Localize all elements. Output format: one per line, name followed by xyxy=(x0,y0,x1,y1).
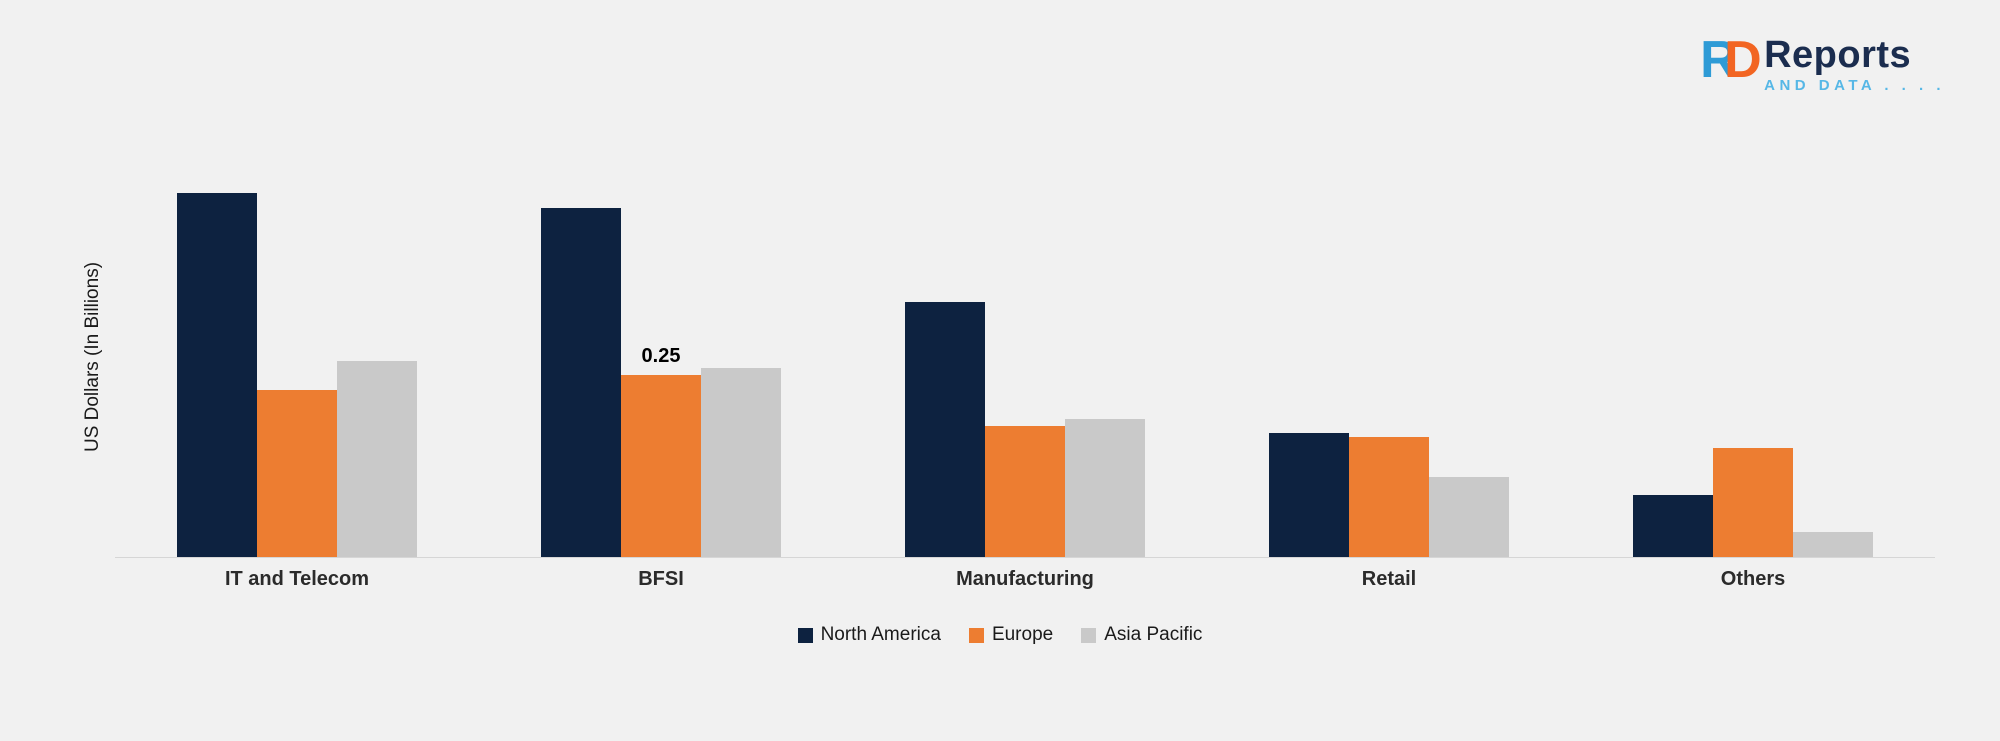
category-label-manufacturing: Manufacturing xyxy=(956,568,1094,590)
bar-group-others xyxy=(1571,157,1935,557)
legend-item-asia-pacific: Asia Pacific xyxy=(1081,624,1202,646)
bar-group-bfsi: 0.25 xyxy=(479,157,843,557)
bar-europe-retail xyxy=(1349,437,1429,557)
bar-asia-pacific-retail xyxy=(1429,477,1509,557)
legend-swatch-north-america xyxy=(797,627,813,643)
category-label-others: Others xyxy=(1720,568,1786,590)
y-axis-title-text: US Dollars (In Billions) xyxy=(82,261,104,453)
bar-north-america-others xyxy=(1633,495,1713,557)
legend-swatch-asia-pacific xyxy=(1081,627,1097,643)
x-axis-category-labels: IT and Telecom BFSI Manufacturing Retail Oth… xyxy=(115,568,1935,591)
bar-group-manufacturing xyxy=(843,157,1207,557)
bar-value-label-europe-bfsi: 0.25 xyxy=(641,345,681,367)
bar-north-america-bfsi xyxy=(541,208,621,557)
reports-and-data-logo-icon: R D xyxy=(1700,31,1762,89)
bar-europe-manufacturing xyxy=(985,426,1065,557)
legend-label-europe: Europe xyxy=(991,624,1054,645)
category-label-it-and-telecom: IT and Telecom xyxy=(224,568,370,590)
plot-area: 0.25 xyxy=(115,157,1935,557)
bar-europe-bfsi: 0.25 xyxy=(621,345,701,557)
logo-text: Reports AND DATA . . . . xyxy=(1764,36,1945,93)
bar-asia-pacific-manufacturing xyxy=(1065,419,1145,557)
logo-subtitle: AND DATA . . . . xyxy=(1764,77,1945,94)
reports-and-data-logo: R D Reports AND DATA . . . . xyxy=(1700,31,1945,93)
y-axis-title: US Dollars (In Billions) xyxy=(78,157,108,557)
bar-north-america-it-and-telecom xyxy=(177,193,257,557)
bar-europe-it-and-telecom xyxy=(257,390,337,557)
bar-group-it-and-telecom xyxy=(115,157,479,557)
legend-item-north-america: North America xyxy=(797,624,941,646)
bar-asia-pacific-it-and-telecom xyxy=(337,361,417,557)
logo-title: Reports xyxy=(1764,34,1912,76)
bar-europe-others xyxy=(1713,448,1793,557)
logo-r-glyph: R xyxy=(1700,31,1738,89)
legend-label-north-america: North America xyxy=(820,624,941,645)
category-label-retail: Retail xyxy=(1361,568,1417,590)
category-label-bfsi: BFSI xyxy=(638,568,684,590)
bar-asia-pacific-others xyxy=(1793,532,1873,557)
bar-asia-pacific-bfsi xyxy=(701,368,781,557)
legend-swatch-europe xyxy=(968,627,984,643)
x-axis-line xyxy=(115,557,1935,558)
bar-north-america-manufacturing xyxy=(905,302,985,557)
bar-group-retail xyxy=(1207,157,1571,557)
legend-item-europe: Europe xyxy=(968,624,1054,646)
logo-d-glyph: D xyxy=(1724,31,1762,89)
bar-north-america-retail xyxy=(1269,433,1349,557)
legend: North America Europe Asia Pacific xyxy=(0,624,2000,646)
legend-label-asia-pacific: Asia Pacific xyxy=(1104,624,1203,645)
